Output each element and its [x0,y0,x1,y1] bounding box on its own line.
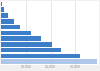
Bar [1,59,97,64]
Bar [1,31,31,35]
Bar [1,19,14,24]
Bar [1,42,52,47]
Bar [1,36,41,41]
Bar [1,13,8,18]
Bar [1,7,4,12]
Bar [1,25,20,29]
Bar [1,48,61,52]
Bar [1,2,2,6]
Bar [1,54,80,58]
